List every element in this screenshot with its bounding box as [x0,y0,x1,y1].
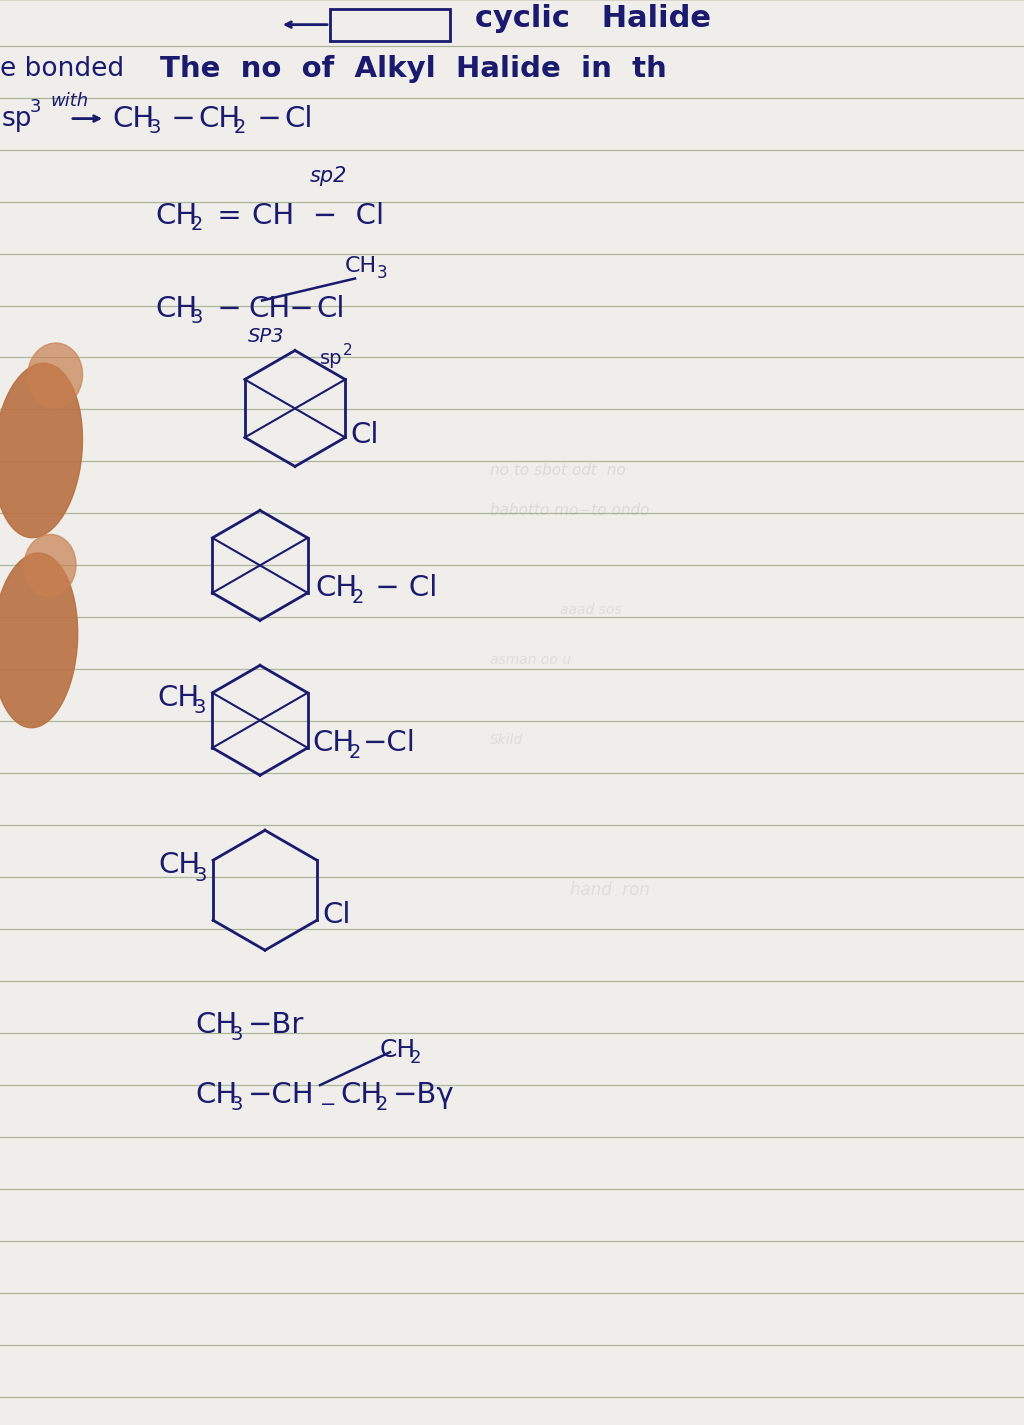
Text: 2: 2 [410,1049,422,1067]
Text: The  no  of  Alkyl  Halide  in  th: The no of Alkyl Halide in th [160,54,667,83]
Text: with: with [50,91,88,110]
Text: −: − [162,104,205,133]
Text: −CH: −CH [248,1082,314,1109]
Text: 3: 3 [231,1025,244,1043]
Text: CH: CH [155,201,198,229]
Text: sp: sp [2,105,33,131]
Text: 2: 2 [191,215,204,234]
Text: CH: CH [112,104,155,133]
Text: −Cl: −Cl [362,728,416,757]
Text: −: − [280,295,323,322]
Text: CH: CH [380,1039,416,1062]
Text: 3: 3 [194,866,207,885]
Text: −: − [208,295,251,322]
Ellipse shape [24,534,76,596]
Text: CH: CH [155,295,198,322]
Text: no to sbot odt  no: no to sbot odt no [490,463,626,477]
Text: cyclic   Halide: cyclic Halide [475,4,711,33]
Text: CH: CH [345,255,377,275]
Text: 3: 3 [377,264,388,282]
Text: Cl: Cl [350,422,379,449]
Text: 3: 3 [194,698,206,717]
Text: 2: 2 [376,1094,388,1114]
Text: 3: 3 [148,118,161,137]
Text: Cl: Cl [316,295,344,322]
Ellipse shape [0,363,83,537]
Text: CH: CH [198,104,241,133]
Text: sp: sp [319,349,342,368]
Text: −Bγ: −Bγ [393,1082,455,1109]
Ellipse shape [0,553,78,728]
Text: hand  ron: hand ron [570,881,650,899]
Text: CH: CH [195,1012,238,1039]
Text: CH: CH [248,295,290,322]
Text: asman oo u: asman oo u [490,653,571,667]
Text: 2: 2 [351,589,364,607]
Text: aaad sos: aaad sos [560,603,622,617]
Text: 2: 2 [348,744,361,762]
Text: −: − [319,1094,336,1114]
Text: 2: 2 [343,343,352,358]
Text: SP3: SP3 [248,326,285,346]
Text: 3: 3 [231,1094,244,1114]
Text: CH: CH [312,728,355,757]
Text: e bonded: e bonded [0,56,124,81]
Text: 3: 3 [191,308,204,326]
Text: Cl: Cl [322,901,350,929]
Text: Cl: Cl [284,104,312,133]
Text: CH: CH [315,574,357,601]
Text: Skild: Skild [490,734,523,747]
Text: sp2: sp2 [310,165,347,185]
Text: CH: CH [195,1082,238,1109]
Text: −: − [248,104,291,133]
Text: − Cl: − Cl [366,574,437,601]
Text: 2: 2 [234,118,247,137]
Text: CH: CH [340,1082,382,1109]
Text: CH: CH [158,851,201,879]
Text: CH  −  Cl: CH − Cl [252,201,384,229]
Text: −Br: −Br [248,1012,304,1039]
Ellipse shape [28,343,83,408]
Text: 3: 3 [30,97,42,115]
Text: CH: CH [158,684,200,712]
Text: =: = [208,201,251,229]
Text: babotto mo−to ondo: babotto mo−to ondo [490,503,649,517]
